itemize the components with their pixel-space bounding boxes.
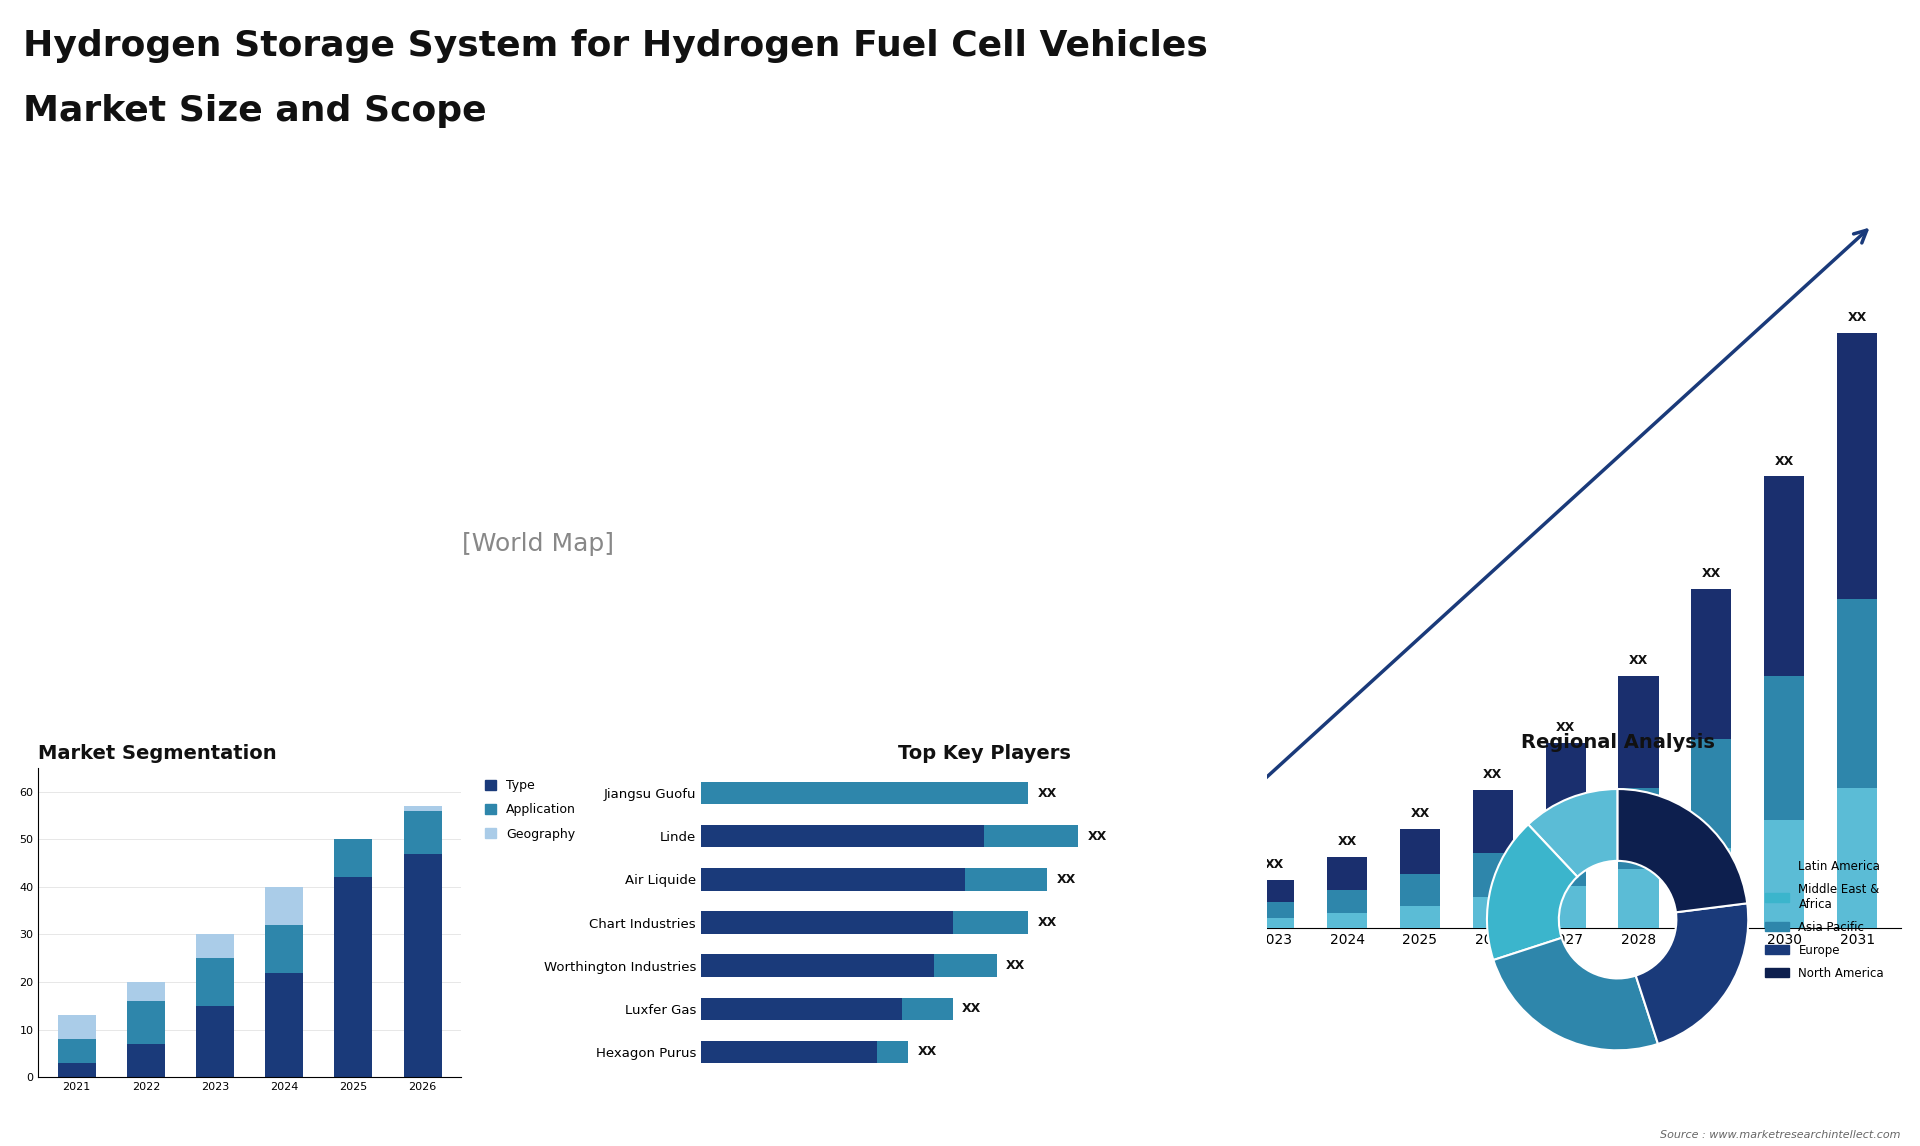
Bar <box>1546 743 1586 826</box>
Title: Top Key Players: Top Key Players <box>897 745 1071 763</box>
Wedge shape <box>1486 824 1578 960</box>
Bar <box>1400 905 1440 928</box>
Text: XX: XX <box>918 1045 937 1059</box>
Bar <box>265 887 303 925</box>
Bar <box>1546 826 1586 886</box>
Bar <box>58 1039 96 1063</box>
Bar <box>1400 874 1440 905</box>
Bar <box>403 806 442 810</box>
Text: XX: XX <box>1037 916 1056 929</box>
Text: Source : www.marketresearchintellect.com: Source : www.marketresearchintellect.com <box>1661 1130 1901 1140</box>
Bar <box>58 1063 96 1077</box>
Text: XX: XX <box>962 1003 981 1015</box>
Bar <box>1108 908 1148 918</box>
Bar <box>1546 886 1586 928</box>
Text: XX: XX <box>1411 807 1430 819</box>
Bar <box>1108 925 1148 928</box>
Bar <box>1254 880 1294 902</box>
Legend: Type, Application, Geography: Type, Application, Geography <box>480 774 582 846</box>
Bar <box>1181 921 1221 928</box>
Bar <box>1108 918 1148 925</box>
Text: XX: XX <box>1192 873 1212 886</box>
Bar <box>1254 902 1294 918</box>
Bar <box>1764 477 1805 676</box>
Text: Market Segmentation: Market Segmentation <box>38 745 276 763</box>
Text: XX: XX <box>1119 886 1139 898</box>
Bar <box>1181 911 1221 921</box>
Bar <box>952 911 1027 934</box>
Bar <box>334 839 372 878</box>
Bar <box>902 998 952 1020</box>
Text: Market Size and Scope: Market Size and Scope <box>23 94 486 128</box>
Text: XX: XX <box>1701 566 1720 580</box>
Text: XX: XX <box>1482 768 1503 782</box>
Bar <box>58 1015 96 1039</box>
Bar <box>1400 829 1440 874</box>
Bar <box>1181 895 1221 911</box>
Bar <box>1473 896 1513 928</box>
Bar <box>265 973 303 1077</box>
Bar <box>1692 848 1732 928</box>
Bar <box>1764 676 1805 819</box>
Bar <box>127 982 165 1002</box>
Bar <box>1619 676 1659 788</box>
Text: XX: XX <box>1774 455 1793 468</box>
Text: XX: XX <box>1006 959 1025 972</box>
Bar <box>127 1044 165 1077</box>
Wedge shape <box>1528 788 1617 877</box>
Bar <box>1327 890 1367 913</box>
Bar <box>701 869 966 890</box>
Text: XX: XX <box>1628 654 1647 667</box>
Bar <box>1692 589 1732 739</box>
Wedge shape <box>1636 903 1749 1044</box>
Bar <box>196 934 234 958</box>
Text: XX: XX <box>1037 786 1056 800</box>
Bar <box>265 925 303 973</box>
Bar <box>1473 854 1513 896</box>
Bar <box>701 825 983 847</box>
Bar <box>1473 791 1513 854</box>
Title: Regional Analysis: Regional Analysis <box>1521 733 1715 752</box>
Bar <box>1764 819 1805 928</box>
Wedge shape <box>1619 788 1747 912</box>
Bar <box>127 1002 165 1044</box>
Text: [World Map]: [World Map] <box>461 533 614 556</box>
Text: XX: XX <box>1089 830 1108 842</box>
Bar <box>983 825 1079 847</box>
Text: XX: XX <box>1555 721 1574 733</box>
Bar <box>1619 869 1659 928</box>
Legend: Latin America, Middle East &
Africa, Asia Pacific, Europe, North America: Latin America, Middle East & Africa, Asi… <box>1761 855 1889 984</box>
Text: XX: XX <box>1338 835 1357 848</box>
Text: Hydrogen Storage System for Hydrogen Fuel Cell Vehicles: Hydrogen Storage System for Hydrogen Fue… <box>23 29 1208 63</box>
Bar <box>701 782 1027 804</box>
Text: XX: XX <box>1265 858 1284 871</box>
Bar <box>1327 913 1367 928</box>
Bar <box>701 911 952 934</box>
Bar <box>1837 788 1878 928</box>
Bar <box>933 955 996 976</box>
Bar <box>1692 739 1732 848</box>
Bar <box>966 869 1046 890</box>
Bar <box>1327 857 1367 890</box>
Text: XX: XX <box>1056 873 1075 886</box>
Text: MARKET
RESEARCH
INTELLECT: MARKET RESEARCH INTELLECT <box>1761 70 1820 103</box>
Bar <box>1254 918 1294 928</box>
Bar <box>701 955 933 976</box>
Bar <box>403 854 442 1077</box>
Bar <box>196 1006 234 1077</box>
Bar <box>1619 788 1659 869</box>
Text: XX: XX <box>1847 311 1866 324</box>
Bar <box>701 1041 877 1063</box>
Bar <box>1837 332 1878 599</box>
Bar <box>877 1041 908 1063</box>
Bar <box>1837 599 1878 788</box>
Polygon shape <box>1707 15 1874 47</box>
Bar <box>403 810 442 854</box>
Bar <box>196 958 234 1006</box>
Wedge shape <box>1494 937 1659 1050</box>
Bar <box>334 878 372 1077</box>
Bar <box>701 998 902 1020</box>
